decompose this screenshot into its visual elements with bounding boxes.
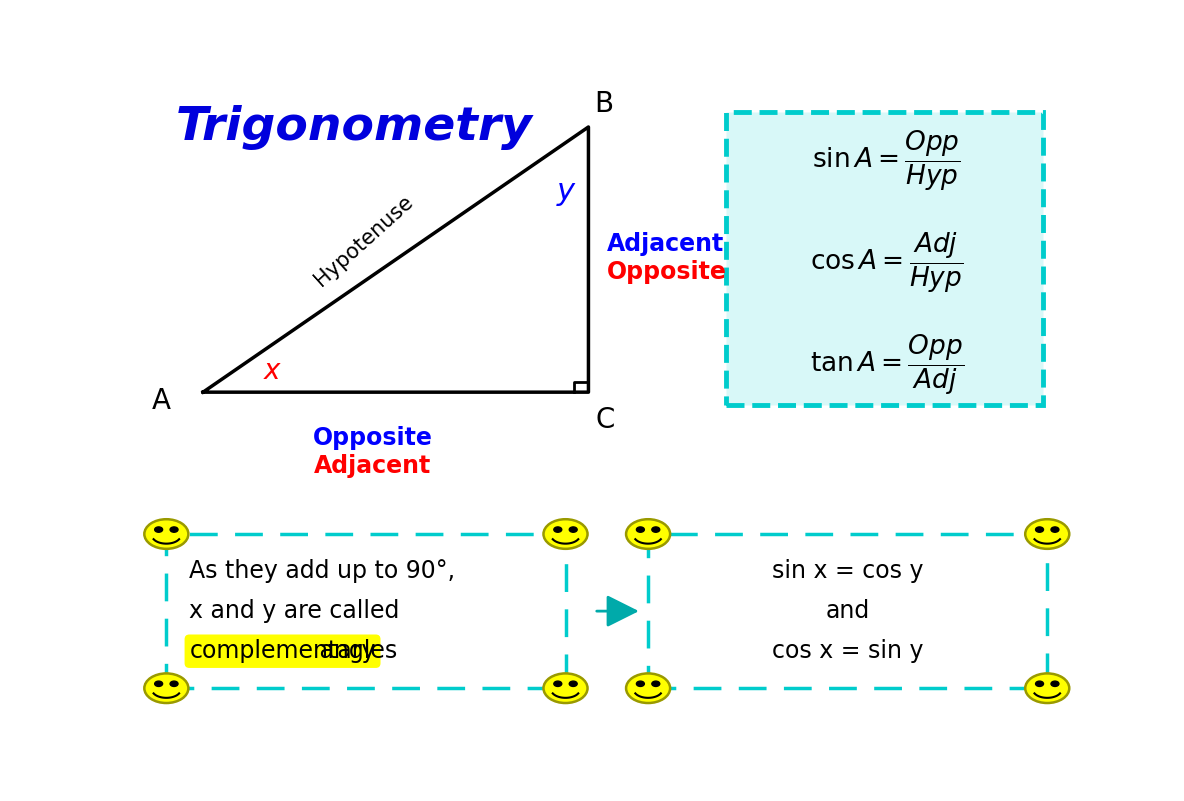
Circle shape xyxy=(1051,527,1058,532)
Circle shape xyxy=(637,681,644,686)
Circle shape xyxy=(626,519,670,549)
FancyBboxPatch shape xyxy=(648,534,1048,688)
Circle shape xyxy=(652,681,659,686)
Circle shape xyxy=(570,681,577,686)
Circle shape xyxy=(554,681,561,686)
Circle shape xyxy=(637,527,644,532)
FancyBboxPatch shape xyxy=(166,534,566,688)
Circle shape xyxy=(1025,674,1069,703)
Text: B: B xyxy=(594,90,613,118)
Text: Opposite: Opposite xyxy=(313,426,432,450)
Text: sin x = cos y: sin x = cos y xyxy=(772,559,924,583)
Text: $\sin A{=}\dfrac{Opp}{Hyp}$: $\sin A{=}\dfrac{Opp}{Hyp}$ xyxy=(812,129,961,193)
Text: Trigonometry: Trigonometry xyxy=(175,106,533,151)
Text: A: A xyxy=(152,388,170,416)
Text: $\tan A{=}\dfrac{Opp}{Adj}$: $\tan A{=}\dfrac{Opp}{Adj}$ xyxy=(810,332,964,396)
Circle shape xyxy=(652,527,659,532)
Text: angles: angles xyxy=(311,639,397,663)
Circle shape xyxy=(170,527,178,532)
Circle shape xyxy=(1036,681,1043,686)
Text: Adjacent: Adjacent xyxy=(314,454,431,478)
Circle shape xyxy=(1036,527,1043,532)
Circle shape xyxy=(626,674,670,703)
Text: and: and xyxy=(825,599,870,623)
Text: C: C xyxy=(596,406,616,434)
Text: x and y are called: x and y are called xyxy=(189,599,400,623)
Text: cos x = sin y: cos x = sin y xyxy=(772,639,924,663)
Circle shape xyxy=(1025,519,1069,549)
Circle shape xyxy=(1051,681,1058,686)
Circle shape xyxy=(570,527,577,532)
Circle shape xyxy=(155,527,162,532)
Circle shape xyxy=(543,674,587,703)
Circle shape xyxy=(144,674,188,703)
Circle shape xyxy=(543,519,587,549)
Text: $\cos A{=}\dfrac{Adj}{Hyp}$: $\cos A{=}\dfrac{Adj}{Hyp}$ xyxy=(810,231,964,295)
Text: y: y xyxy=(556,177,574,206)
FancyBboxPatch shape xyxy=(726,111,1043,405)
Circle shape xyxy=(155,681,162,686)
Circle shape xyxy=(554,527,561,532)
Text: x: x xyxy=(264,356,281,384)
Circle shape xyxy=(170,681,178,686)
Text: As they add up to 90°,: As they add up to 90°, xyxy=(189,559,456,583)
Text: Opposite: Opposite xyxy=(607,260,727,284)
Text: complementary: complementary xyxy=(189,639,375,663)
Text: Adjacent: Adjacent xyxy=(607,232,725,256)
Text: Hypotenuse: Hypotenuse xyxy=(310,191,417,290)
Circle shape xyxy=(144,519,188,549)
